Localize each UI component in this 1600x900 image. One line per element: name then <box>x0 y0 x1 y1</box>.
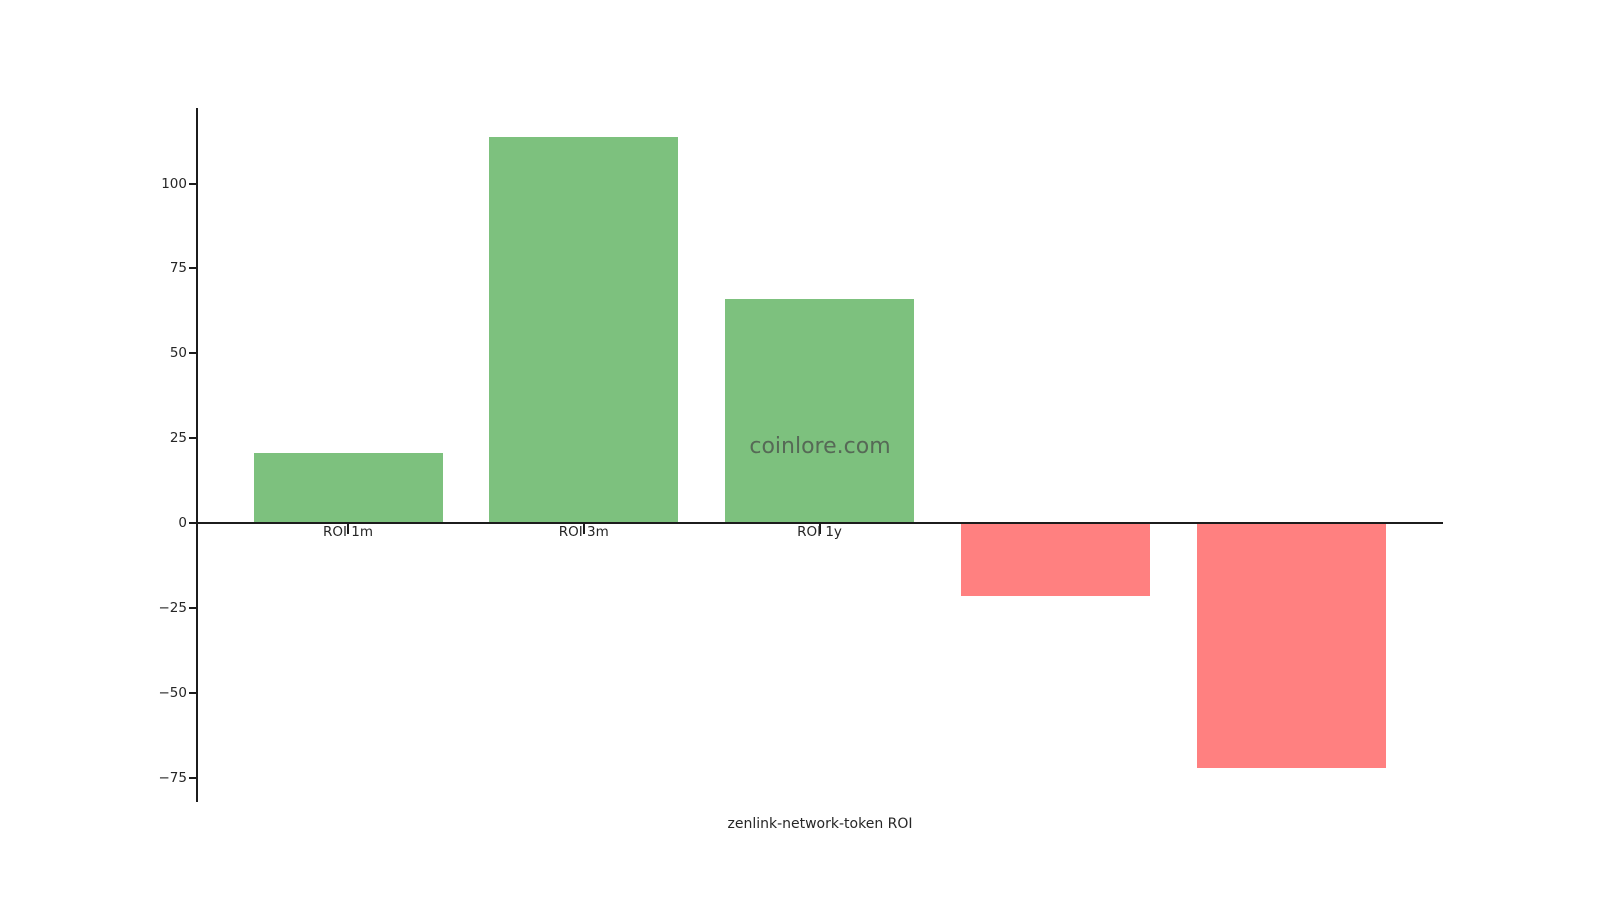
y-tick-label: −25 <box>158 599 188 616</box>
x-tick-label: ROI 3m <box>558 524 609 540</box>
y-tick-label: −50 <box>158 684 188 701</box>
y-tick <box>189 522 196 524</box>
bar-5 <box>1196 523 1386 769</box>
y-tick <box>189 691 196 694</box>
y-tick <box>189 606 196 609</box>
y-tick-label: 25 <box>169 430 187 447</box>
bar-roi-3m <box>489 137 679 523</box>
y-tick-label: −75 <box>158 769 188 786</box>
x-tick-label: ROI 1y <box>797 524 842 540</box>
x-tick <box>582 523 585 534</box>
y-tick-label: 75 <box>169 260 187 277</box>
x-tick <box>818 523 821 534</box>
x-tick-label: ROI 1m <box>322 524 374 540</box>
y-tick <box>189 776 196 779</box>
y-tick <box>189 437 196 440</box>
y-axis-spine <box>196 108 198 802</box>
x-axis-zero-line <box>196 522 1443 524</box>
watermark-text: coinlore.com <box>749 434 891 459</box>
y-tick <box>189 182 196 185</box>
y-tick <box>189 267 196 270</box>
y-tick-label: 50 <box>169 345 187 362</box>
bar-roi-1m <box>253 453 443 523</box>
bar-roi-1y <box>725 298 914 523</box>
x-tick <box>347 523 349 534</box>
x-axis-title: zenlink-network-token ROI <box>727 816 913 832</box>
y-tick-label: 100 <box>161 175 187 192</box>
bar-4 <box>960 523 1150 596</box>
y-tick <box>189 352 196 355</box>
y-tick-label: 0 <box>178 515 187 531</box>
